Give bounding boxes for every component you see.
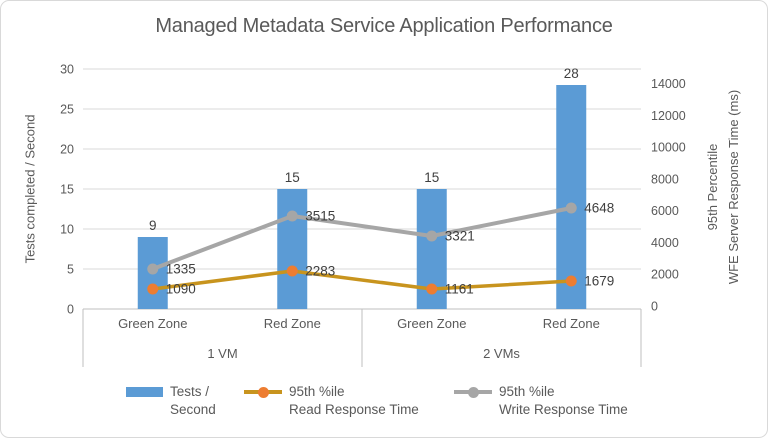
legend-item-tests-per-second: Tests / Second <box>126 383 216 419</box>
line-value-label: 4648 <box>584 201 614 216</box>
right-axis-tick-label: 8000 <box>651 172 679 186</box>
legend-item-write-response-time: 95th %ile Write Response Time <box>454 383 628 419</box>
line-value-label: 2283 <box>305 264 335 279</box>
bar-swatch-icon <box>126 387 163 397</box>
bar-tests-per-second <box>277 189 308 309</box>
right-axis-tick-label: 6000 <box>651 204 679 218</box>
line-marker-swatch-icon <box>244 383 282 401</box>
bar-value-label: 28 <box>564 66 579 81</box>
read-response-line <box>152 269 572 291</box>
bar-value-label: 15 <box>285 170 300 185</box>
write-response-line-marker <box>147 263 159 275</box>
line-value-label: 1090 <box>166 282 196 297</box>
right-axis-tick-label: 10000 <box>651 141 686 155</box>
chart-title: Managed Metadata Service Application Per… <box>155 15 613 37</box>
category-label: Red Zone <box>264 316 321 331</box>
read-response-line-marker <box>565 275 577 287</box>
write-response-line <box>152 206 572 271</box>
left-axis-tick-label: 25 <box>60 103 74 117</box>
left-axis-tick-label: 0 <box>67 303 74 317</box>
bar-value-label: 9 <box>149 218 157 233</box>
left-axis-tick-label: 20 <box>60 143 74 157</box>
line-value-label: 1679 <box>584 274 614 289</box>
right-axis-tick-label: 4000 <box>651 236 679 250</box>
read-response-line-marker <box>286 265 298 277</box>
right-axis-tick-label: 12000 <box>651 109 686 123</box>
right-axis-tick-label: 0 <box>651 300 658 314</box>
category-group-label: 2 VMs <box>483 346 520 361</box>
left-axis-tick-label: 15 <box>60 183 74 197</box>
bar-tests-per-second <box>556 85 587 309</box>
legend-label: 95th %ile Write Response Time <box>499 384 628 417</box>
read-response-line-marker <box>147 283 159 295</box>
category-label: Green Zone <box>397 316 466 331</box>
category-label: Green Zone <box>118 316 187 331</box>
line-value-label: 1161 <box>445 282 474 297</box>
legend-label: 95th %ile Read Response Time <box>289 384 419 417</box>
write-response-line-marker <box>565 202 577 214</box>
legend-label: Tests / Second <box>170 384 216 417</box>
left-axis-tick-label: 5 <box>67 263 74 277</box>
left-axis-tick-label: 10 <box>60 223 74 237</box>
category-group-label: 1 VM <box>207 346 237 361</box>
line-value-label: 1335 <box>166 262 196 277</box>
line-value-label: 3515 <box>305 209 335 224</box>
right-axis-tick-label: 14000 <box>651 77 686 91</box>
bar-value-label: 15 <box>424 170 439 185</box>
write-response-line-marker <box>426 230 438 242</box>
write-response-line-marker <box>286 210 298 222</box>
line-marker-swatch-icon <box>454 383 492 401</box>
left-axis-tick-label: 30 <box>60 63 74 77</box>
category-label: Red Zone <box>543 316 600 331</box>
read-response-line-marker <box>426 283 438 295</box>
legend-item-read-response-time: 95th %ile Read Response Time <box>244 383 419 419</box>
line-value-label: 3321 <box>445 229 475 244</box>
right-axis-tick-label: 2000 <box>651 268 679 282</box>
